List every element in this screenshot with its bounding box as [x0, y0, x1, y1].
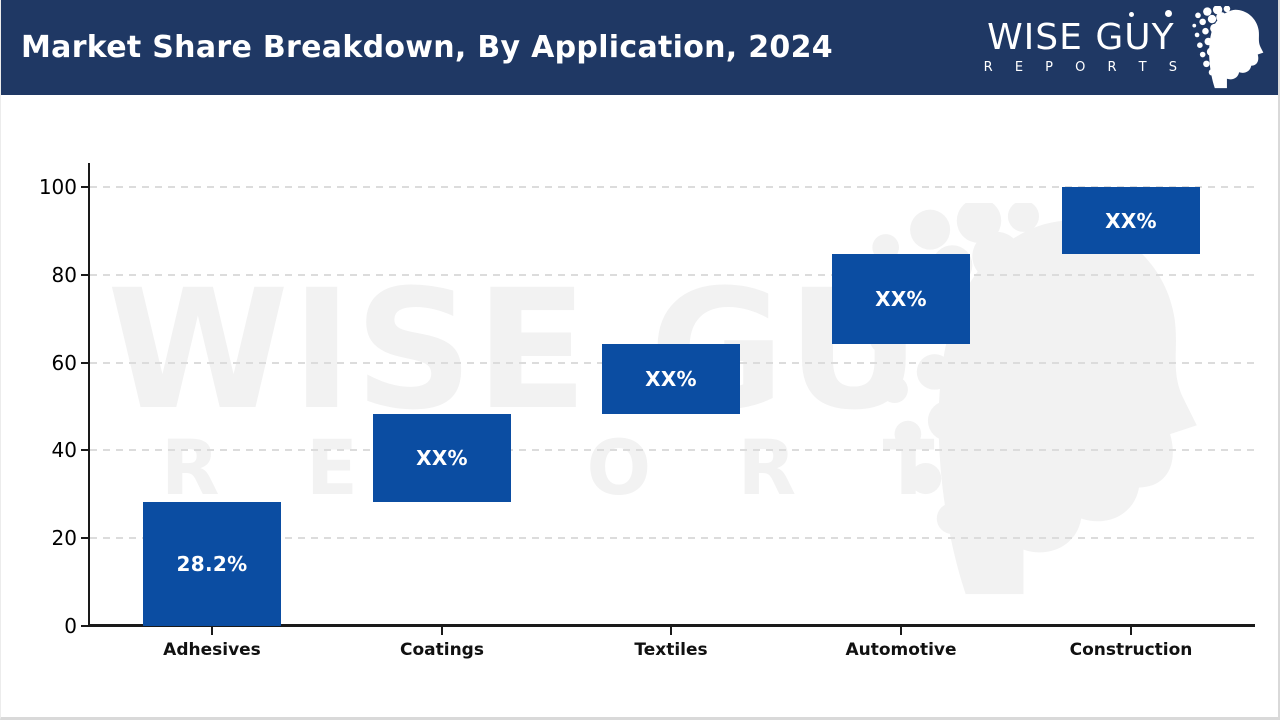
bar-value-label: XX% — [645, 367, 697, 392]
logo-dot-icon — [1165, 10, 1172, 17]
bar-textiles: XX% — [602, 344, 740, 414]
bar-adhesives: 28.2% — [143, 502, 281, 626]
y-tick-label: 40 — [51, 438, 77, 463]
x-axis-tick — [900, 627, 902, 635]
gridline — [90, 273, 1254, 276]
category-label: Automotive — [845, 640, 957, 660]
category-label: Construction — [1069, 640, 1193, 660]
logo-subtitle: R E P O R T S — [983, 60, 1186, 75]
y-axis-tick — [81, 625, 89, 627]
gridline — [90, 186, 1254, 188]
y-tick-label: 0 — [64, 614, 77, 638]
y-tick-label: 80 — [51, 262, 77, 287]
header-bar: Market Share Breakdown, By Application, … — [1, 0, 1278, 95]
logo-wordmark: WISE GUY — [987, 17, 1175, 58]
x-axis-tick — [211, 627, 213, 635]
logo-dot-icon — [1129, 12, 1134, 17]
gridline — [90, 449, 1254, 452]
y-axis-tick — [81, 186, 89, 188]
category-label: Coatings — [400, 640, 484, 660]
bar-automotive: XX% — [832, 254, 970, 345]
y-tick-label: 60 — [51, 350, 77, 375]
face-profile-icon — [1192, 5, 1264, 88]
category-label: Textiles — [634, 640, 708, 660]
wise-guy-logo: WISE GUY R E P O R T S — [976, 5, 1264, 90]
y-tick-label: 20 — [51, 526, 77, 551]
y-tick-label: 100 — [38, 175, 77, 199]
category-label: Adhesives — [163, 640, 261, 660]
y-axis-tick — [81, 273, 89, 276]
logo-text: WISE GUY R E P O R T S — [976, 10, 1186, 75]
x-axis-tick — [670, 627, 672, 635]
y-axis-tick — [81, 449, 89, 452]
chart-title: Market Share Breakdown, By Application, … — [21, 30, 833, 65]
gridline — [90, 537, 1254, 540]
x-axis-tick — [1130, 627, 1132, 635]
bar-value-label: XX% — [416, 446, 468, 471]
y-axis-line — [88, 163, 90, 627]
x-axis-line — [88, 624, 1255, 627]
bar-value-label: XX% — [875, 287, 927, 312]
x-axis-tick — [441, 627, 443, 635]
bar-value-label: XX% — [1105, 208, 1157, 233]
bar-construction: XX% — [1062, 187, 1200, 255]
y-axis-tick — [81, 361, 89, 364]
bar-value-label: 28.2% — [176, 552, 248, 577]
y-axis-tick — [81, 537, 89, 540]
bar-coatings: XX% — [373, 413, 511, 503]
